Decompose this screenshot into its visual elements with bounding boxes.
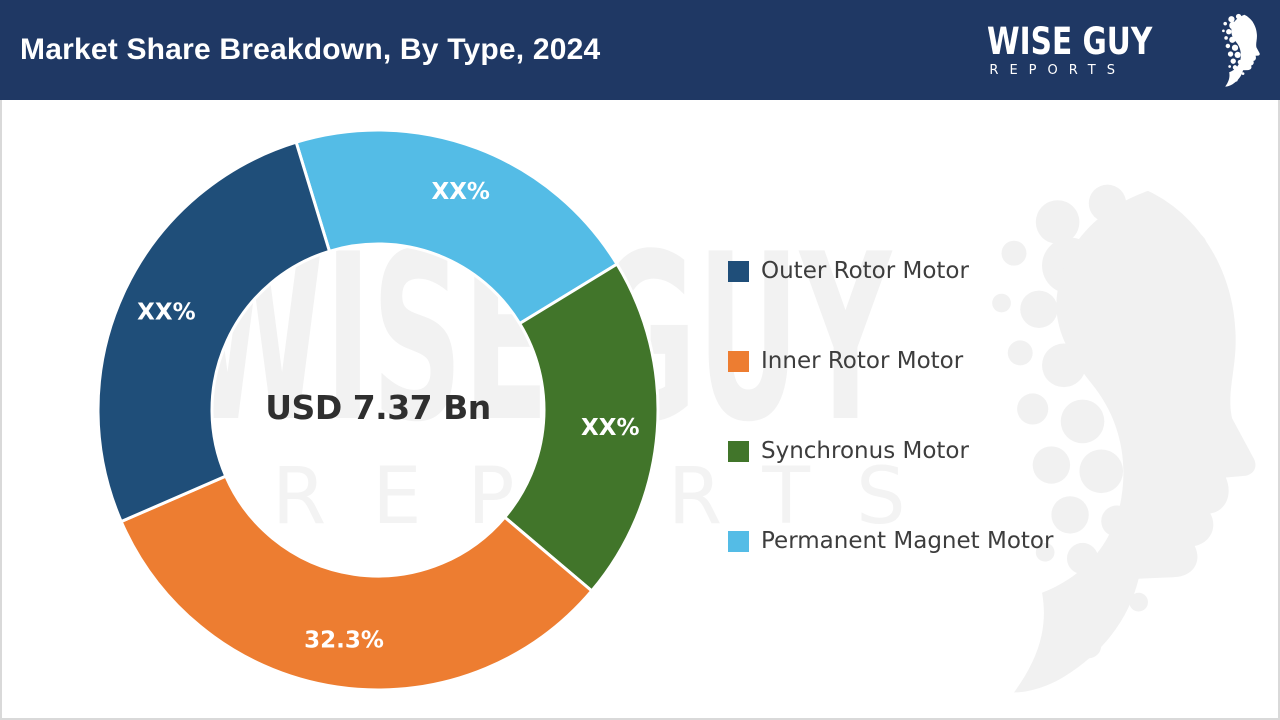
legend-label: Outer Rotor Motor: [761, 258, 969, 284]
donut-segment-inner-rotor-motor: [119, 474, 594, 692]
donut-segment-outer-rotor-motor: [96, 140, 331, 524]
segment-label: XX%: [431, 179, 490, 205]
page-border-bottom: [0, 718, 1280, 720]
legend-swatch: [728, 530, 749, 552]
logo-text: WISE GUY REPORTS: [987, 23, 1194, 77]
legend-item-inner-rotor: Inner Rotor Motor: [728, 344, 1053, 378]
segment-label: XX%: [137, 299, 196, 325]
legend-item-permanent-magnet: Permanent Magnet Motor: [728, 524, 1053, 558]
donut-chart: XX% XX% 32.3% XX%: [96, 128, 660, 692]
legend-swatch: [728, 440, 749, 462]
logo-subtitle: REPORTS: [989, 63, 1127, 78]
page-border-right: [1278, 100, 1280, 720]
page-title: Market Share Breakdown, By Type, 2024: [20, 33, 601, 66]
wiseguy-face-logo-icon: [1222, 13, 1260, 87]
legend-label: Permanent Magnet Motor: [761, 528, 1054, 554]
legend-label: Inner Rotor Motor: [761, 348, 964, 374]
legend-item-synchronus: Synchronus Motor: [728, 434, 1053, 468]
page-border-left: [0, 100, 2, 720]
segment-label: XX%: [581, 415, 640, 441]
legend-swatch: [728, 350, 749, 372]
segment-label: 32.3%: [304, 628, 384, 654]
legend-swatch: [728, 260, 749, 282]
donut-segment-permanent-magnet-motor: [294, 128, 619, 326]
logo-wordmark: WISE GUY: [987, 20, 1153, 63]
header-bar: Market Share Breakdown, By Type, 2024 WI…: [0, 0, 1280, 100]
donut-segment-synchronus-motor: [503, 262, 660, 593]
legend-item-outer-rotor: Outer Rotor Motor: [728, 254, 1053, 288]
legend: Outer Rotor Motor Inner Rotor Motor Sync…: [728, 254, 1053, 614]
legend-label: Synchronus Motor: [761, 438, 969, 464]
wiseguy-logo: WISE GUY REPORTS: [987, 12, 1260, 88]
